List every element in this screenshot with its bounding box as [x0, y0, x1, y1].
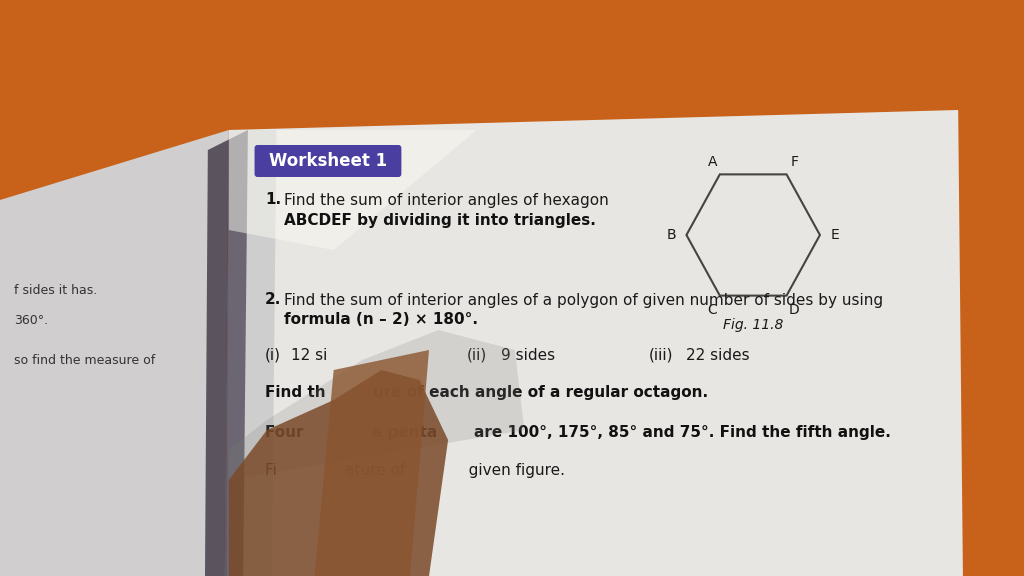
- Text: F: F: [791, 156, 798, 169]
- Polygon shape: [224, 110, 963, 576]
- Text: f sides it has.: f sides it has.: [14, 283, 97, 297]
- Polygon shape: [228, 130, 477, 250]
- Text: Find the sum of interior angles of hexagon: Find the sum of interior angles of hexag…: [284, 192, 609, 207]
- Text: (ii): (ii): [467, 347, 487, 362]
- Text: 360°.: 360°.: [14, 313, 48, 327]
- Polygon shape: [228, 370, 449, 576]
- Text: C: C: [708, 302, 717, 317]
- Text: Find th         ure of each angle of a regular octagon.: Find th ure of each angle of a regular o…: [265, 385, 709, 400]
- Text: 22 sides: 22 sides: [686, 347, 750, 362]
- Text: D: D: [788, 302, 800, 317]
- Text: E: E: [830, 228, 840, 242]
- Polygon shape: [205, 130, 248, 576]
- Text: A: A: [708, 156, 717, 169]
- Polygon shape: [227, 130, 276, 576]
- Text: 2.: 2.: [265, 293, 282, 308]
- Polygon shape: [314, 350, 429, 576]
- Text: (i): (i): [265, 347, 281, 362]
- Text: Fi              ature of             given figure.: Fi ature of given figure.: [265, 463, 565, 478]
- Text: formula (n – 2) × 180°.: formula (n – 2) × 180°.: [284, 313, 478, 328]
- Text: Four             a penta       are 100°, 175°, 85° and 75°. Find the fifth angle: Four a penta are 100°, 175°, 85° and 75°…: [265, 425, 891, 439]
- Polygon shape: [0, 130, 228, 576]
- Text: Fig. 11.8: Fig. 11.8: [723, 318, 783, 332]
- Text: 1.: 1.: [265, 192, 282, 207]
- Text: (iii): (iii): [648, 347, 673, 362]
- Text: 9 sides: 9 sides: [501, 347, 555, 362]
- Text: ABCDEF by dividing it into triangles.: ABCDEF by dividing it into triangles.: [284, 213, 596, 228]
- Text: so find the measure of: so find the measure of: [14, 354, 156, 366]
- FancyBboxPatch shape: [255, 145, 401, 177]
- Text: Worksheet 1: Worksheet 1: [269, 152, 387, 170]
- Text: Find the sum of interior angles of a polygon of given number of sides by using: Find the sum of interior angles of a pol…: [284, 293, 884, 308]
- Text: B: B: [667, 228, 676, 242]
- Text: 12 si: 12 si: [291, 347, 327, 362]
- Polygon shape: [228, 330, 524, 480]
